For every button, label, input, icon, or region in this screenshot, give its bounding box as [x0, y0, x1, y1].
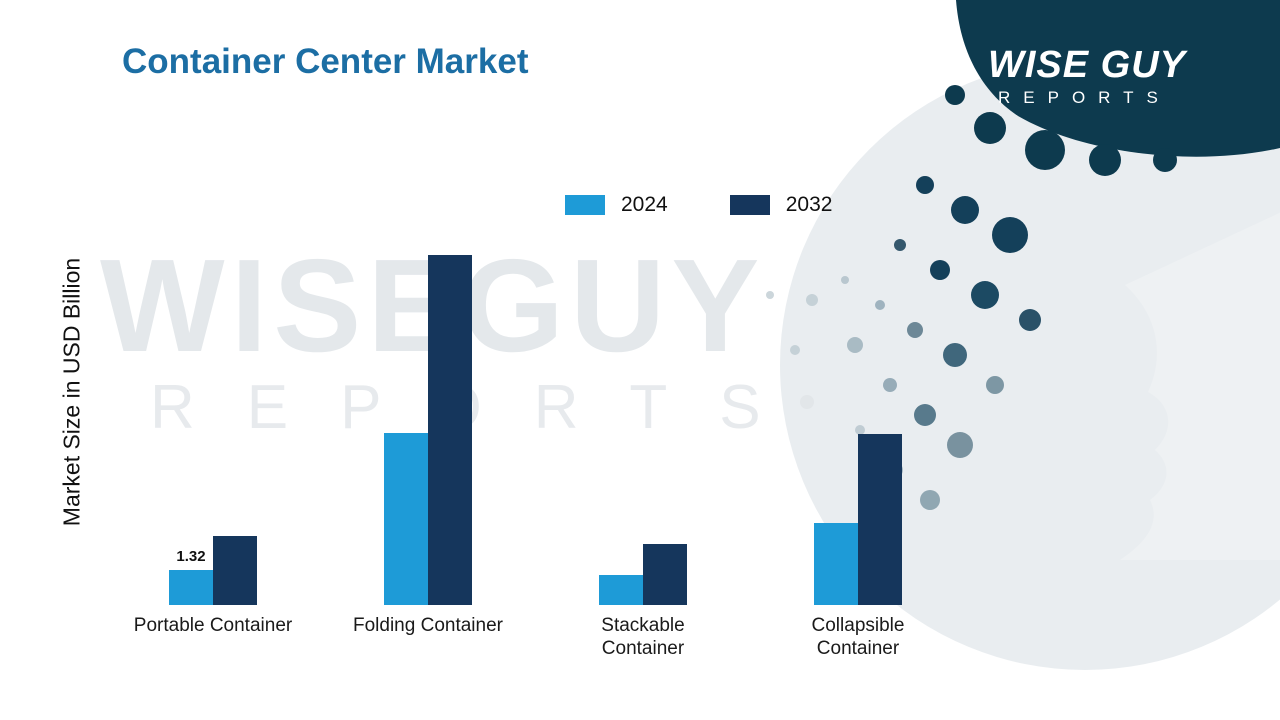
page-title: Container Center Market — [122, 42, 529, 81]
category-label-0: Portable Container — [133, 615, 293, 636]
plot-area: 1.32 Portable Container Folding Container S… — [134, 255, 904, 659]
legend-item-2032: 2032 — [729, 193, 833, 217]
bar-2032-0 — [213, 536, 257, 605]
bar-2024-2 — [599, 575, 643, 605]
watermark-dot — [800, 395, 814, 409]
bar-value-label: 1.32 — [176, 548, 206, 565]
bar-2032-2 — [643, 544, 687, 605]
bar-2032-3 — [858, 434, 902, 605]
bar-group-3: Collapsible Container — [812, 255, 904, 659]
bar-2024-0: 1.32 — [169, 548, 213, 605]
bar-2032-1 — [428, 255, 472, 605]
chart-legend: 2024 2032 — [565, 193, 832, 217]
category-label-1: Folding Container — [353, 615, 503, 636]
legend-item-2024: 2024 — [565, 193, 668, 217]
bar-group-0: 1.32 Portable Container — [134, 255, 292, 636]
legend-swatch-2024 — [565, 195, 605, 215]
legend-label-2032: 2032 — [785, 193, 833, 216]
logo-wordmark: WISE GUY — [988, 44, 1187, 86]
logo-subtext: REPORTS — [998, 88, 1171, 107]
category-label-3: Collapsible Container — [811, 615, 905, 659]
legend-label-2024: 2024 — [621, 193, 668, 216]
bar-group-1: Folding Container — [353, 255, 503, 636]
bar-group-2: Stackable Container — [599, 255, 687, 659]
legend-swatch-2032 — [729, 195, 770, 215]
category-label-2: Stackable Container — [601, 615, 685, 659]
bar-2024-1 — [384, 433, 428, 605]
bar-2024-3 — [814, 523, 858, 605]
y-axis-label: Market Size in USD Billion — [58, 257, 85, 527]
